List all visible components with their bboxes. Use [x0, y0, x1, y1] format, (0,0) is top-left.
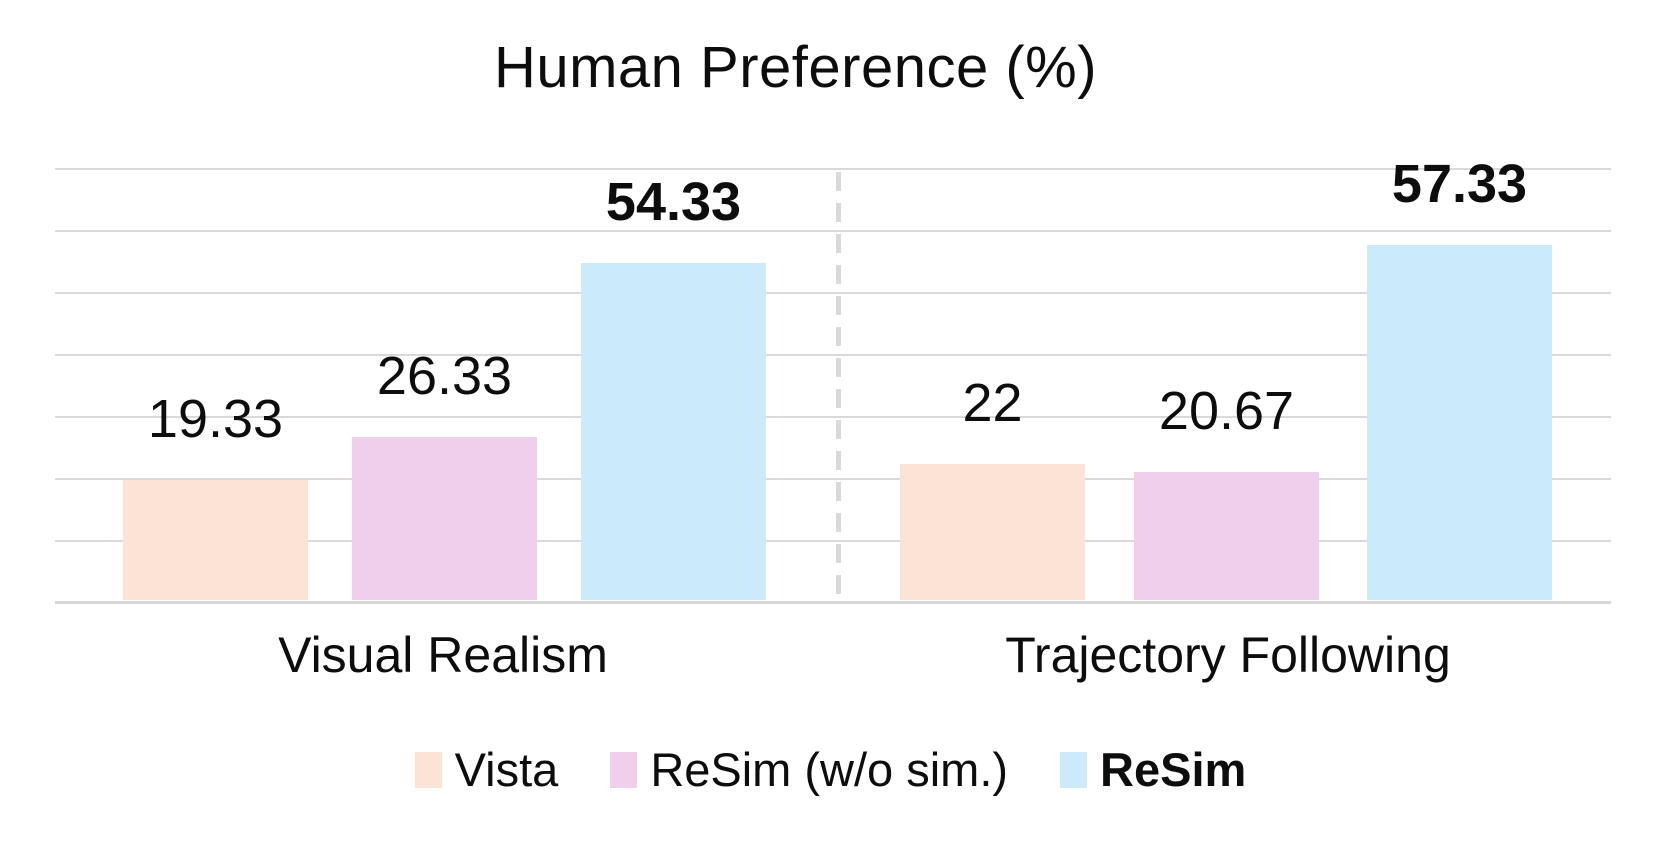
- gridline-60: [55, 230, 1611, 232]
- bar-vista-trajectory-following: [900, 463, 1085, 600]
- legend: Vista ReSim (w/o sim.) ReSim: [0, 742, 1661, 797]
- gridline-20: [55, 478, 1611, 480]
- gridline-40: [55, 354, 1611, 356]
- legend-label-vista: Vista: [454, 743, 559, 796]
- gridline-0: [55, 601, 1611, 604]
- category-label-trajectory-following: Trajectory Following: [1005, 627, 1451, 683]
- legend-label-resim-wo-sim: ReSim (w/o sim.): [650, 743, 1009, 796]
- resim-color-swatch: [1060, 751, 1088, 788]
- resim-wo-sim-color-swatch: [610, 751, 638, 788]
- bar-resim-w-o-sim-visual-realism: [352, 436, 537, 600]
- legend-item-vista: Vista: [414, 742, 559, 797]
- legend-item-resim: ReSim: [1060, 742, 1246, 797]
- category-label-visual-realism: Visual Realism: [278, 627, 608, 683]
- gridline-30: [55, 416, 1611, 418]
- bar-vista-visual-realism: [123, 480, 308, 600]
- value-label-resim-w-o-sim-visual-realism: 26.33: [376, 345, 513, 406]
- value-label-vista-trajectory-following: 22: [962, 372, 1023, 433]
- vista-color-swatch: [414, 751, 442, 788]
- gridline-10: [55, 540, 1611, 542]
- legend-label-resim: ReSim: [1100, 743, 1247, 796]
- group-divider-dashed-line: [836, 172, 841, 600]
- gridline-50: [55, 292, 1611, 294]
- bar-resim-w-o-sim-trajectory-following: [1134, 471, 1319, 600]
- value-label-resim-w-o-sim-trajectory-following: 20.67: [1158, 380, 1295, 441]
- value-label-resim-trajectory-following: 57.33: [1391, 153, 1528, 214]
- legend-item-resim-wo-sim: ReSim (w/o sim.): [610, 742, 1008, 797]
- gridline-70: [55, 168, 1611, 170]
- chart-title: Human Preference (%): [493, 35, 1098, 100]
- value-label-resim-visual-realism: 54.33: [605, 172, 742, 233]
- plot-area: 19.33 26.33 54.33 22 20.67 57.33: [55, 154, 1611, 604]
- value-label-vista-visual-realism: 19.33: [147, 389, 284, 450]
- bar-resim-visual-realism: [581, 263, 766, 600]
- bar-resim-trajectory-following: [1367, 244, 1552, 600]
